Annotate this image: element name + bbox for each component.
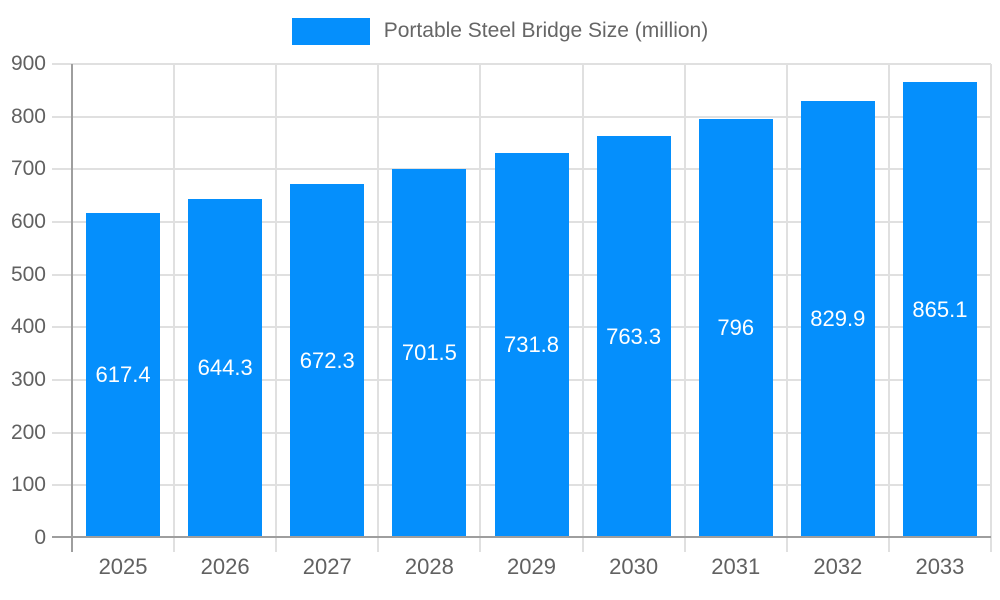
y-axis-tick-label: 700 <box>10 157 46 181</box>
grid-line-v <box>581 64 584 552</box>
legend-swatch-icon <box>291 17 370 45</box>
grid-line-h <box>52 63 991 65</box>
x-axis-tick-label: 2025 <box>98 554 148 579</box>
x-axis-tick-label: 2030 <box>609 554 659 579</box>
bar[interactable]: 701.5 <box>392 168 467 538</box>
bar[interactable]: 763.3 <box>596 135 671 538</box>
plot-area: 617.4 644.3 672.3 701.5 731.8 763.3 796 829.9 86… <box>11 52 992 579</box>
x-axis-tick-label: 2033 <box>915 554 965 579</box>
bar[interactable]: 672.3 <box>290 183 365 538</box>
grid-line-v <box>990 64 992 552</box>
y-axis-line <box>71 64 73 552</box>
bar[interactable]: 644.3 <box>188 198 263 538</box>
bar-value-label: 731.8 <box>503 332 560 358</box>
y-axis-tick-label: 900 <box>10 52 46 75</box>
y-axis-tick-label: 100 <box>10 473 46 497</box>
y-axis-tick-label: 800 <box>10 104 46 128</box>
grid-line-v <box>275 64 278 552</box>
legend[interactable]: Portable Steel Bridge Size (million) <box>0 16 1000 46</box>
bar-value-label: 617.4 <box>95 362 151 388</box>
y-axis-tick-label: 0 <box>34 526 46 549</box>
x-axis-tick-label: 2026 <box>200 554 250 579</box>
bar-value-label: 829.9 <box>810 306 866 332</box>
bar[interactable]: 829.9 <box>800 100 875 538</box>
x-axis-tick-label: 2029 <box>507 554 556 579</box>
y-axis-tick-label: 300 <box>10 368 46 391</box>
y-axis-tick-label: 200 <box>10 420 46 444</box>
grid-line-v <box>479 64 482 552</box>
bar[interactable]: 731.8 <box>494 152 569 538</box>
grid-line-h <box>52 115 991 118</box>
x-axis-line <box>52 536 991 538</box>
x-axis-tick-label: 2027 <box>302 554 352 579</box>
bar[interactable]: 796 <box>698 118 773 538</box>
grid-line-v <box>887 64 890 552</box>
bar[interactable]: 865.1 <box>902 82 977 538</box>
grid-line-v <box>377 64 380 552</box>
grid-line-v <box>683 64 686 552</box>
bar[interactable]: 617.4 <box>86 212 161 538</box>
x-axis-tick-label: 2028 <box>404 554 454 579</box>
x-axis-tick-label: 2031 <box>711 554 761 579</box>
grid-line-v <box>785 64 788 552</box>
grid-line-v <box>173 64 176 552</box>
legend-label: Portable Steel Bridge Size (million) <box>383 19 709 42</box>
bar-value-label: 763.3 <box>606 323 662 349</box>
y-axis-tick-label: 400 <box>10 315 46 339</box>
bar-value-label: 865.1 <box>912 297 968 323</box>
bar-value-label: 644.3 <box>197 355 253 381</box>
bar-value-label: 701.5 <box>401 340 457 366</box>
x-axis-tick-label: 2032 <box>813 554 863 579</box>
y-axis-tick-label: 500 <box>10 262 46 286</box>
bar-value-label: 672.3 <box>299 347 355 373</box>
bar-value-label: 796 <box>717 315 755 341</box>
y-axis-tick-label: 600 <box>10 210 46 233</box>
